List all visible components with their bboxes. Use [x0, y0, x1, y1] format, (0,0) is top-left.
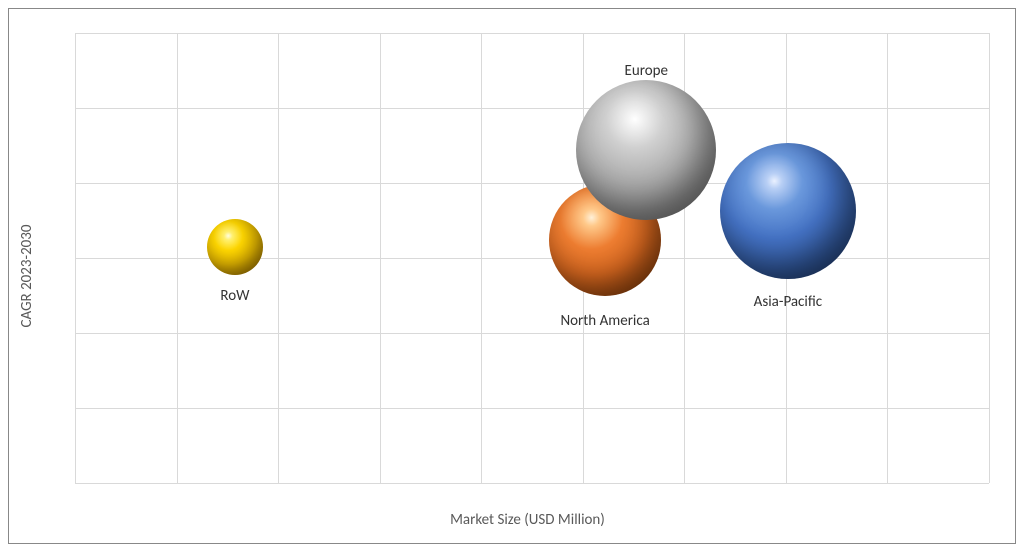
bubble-europe [576, 80, 716, 220]
gridline-vertical [989, 33, 990, 483]
bubble-label-asia-pacific: Asia-Pacific [754, 293, 822, 311]
plot-area: RoW North America Europe Asia-Pacific [75, 33, 989, 483]
bubble-row [207, 219, 263, 275]
bubble-label-north-america: North America [560, 312, 649, 330]
gridline-horizontal [75, 33, 989, 34]
x-axis-label: Market Size (USD Million) [450, 511, 605, 529]
bubble-asia-pacific [720, 143, 856, 279]
bubble-label-row: RoW [220, 287, 249, 305]
gridline-horizontal [75, 333, 989, 334]
y-axis-label: CAGR 2023-2030 [18, 225, 36, 328]
gridline-horizontal [75, 483, 989, 484]
gridline-horizontal [75, 408, 989, 409]
gridline-horizontal [75, 183, 989, 184]
bubble-label-europe: Europe [625, 62, 668, 80]
bubble-chart-container: RoW North America Europe Asia-Pacific CAGR … [8, 8, 1016, 544]
gridline-horizontal [75, 108, 989, 109]
